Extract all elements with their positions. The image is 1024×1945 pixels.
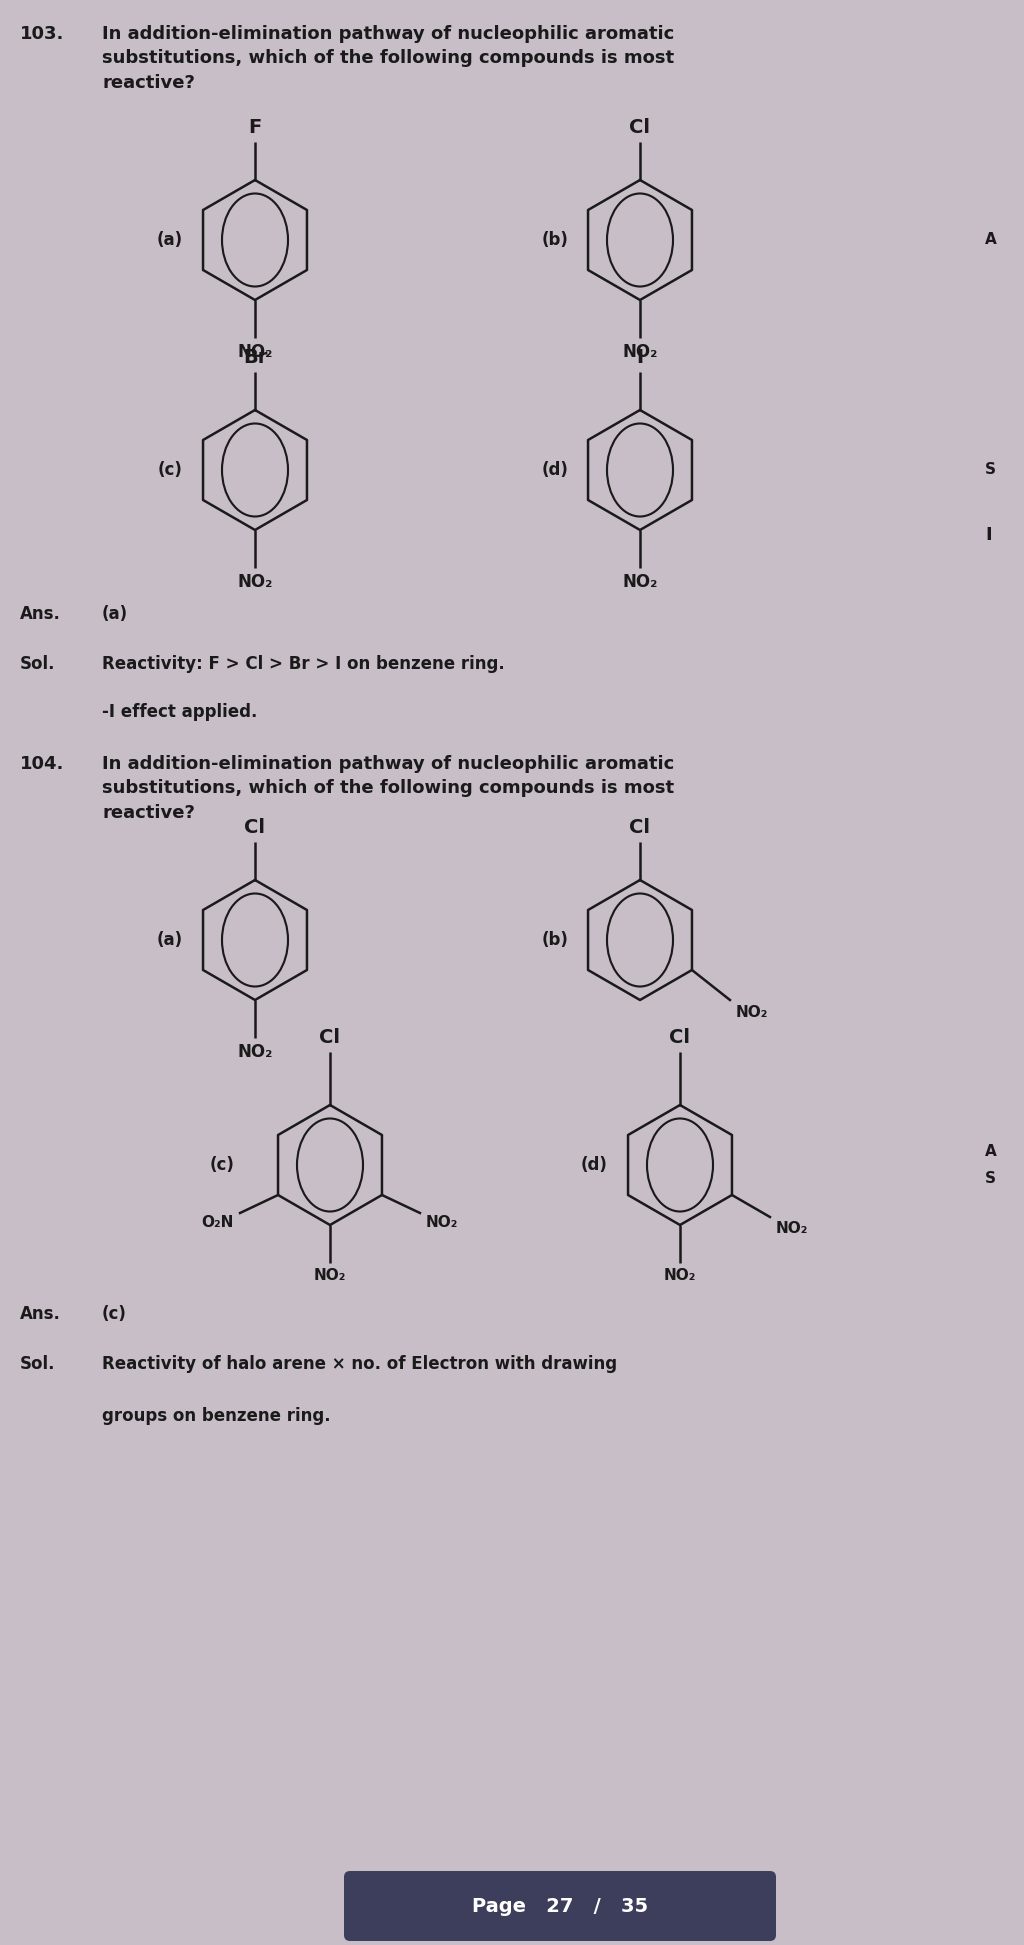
Text: (b): (b): [541, 231, 568, 249]
Text: 103.: 103.: [20, 25, 65, 43]
Text: 104.: 104.: [20, 755, 65, 772]
Text: NO₂: NO₂: [238, 1043, 272, 1062]
Text: Cl: Cl: [245, 819, 265, 836]
Text: groups on benzene ring.: groups on benzene ring.: [102, 1406, 331, 1426]
Text: (c): (c): [158, 461, 183, 478]
Text: NO₂: NO₂: [776, 1221, 808, 1235]
Text: F: F: [249, 119, 261, 136]
Text: NO₂: NO₂: [623, 574, 657, 591]
Text: S: S: [985, 463, 996, 478]
Text: NO₂: NO₂: [426, 1216, 459, 1229]
Text: In addition-elimination pathway of nucleophilic aromatic
substitutions, which of: In addition-elimination pathway of nucle…: [102, 25, 674, 91]
Text: I: I: [637, 348, 643, 368]
Text: A: A: [985, 233, 996, 247]
Text: (c): (c): [210, 1155, 234, 1175]
Text: NO₂: NO₂: [664, 1268, 696, 1284]
Text: Br: Br: [243, 348, 267, 368]
Text: O₂N: O₂N: [202, 1216, 234, 1229]
Text: Sol.: Sol.: [20, 1356, 55, 1373]
Text: NO₂: NO₂: [623, 342, 657, 362]
Text: NO₂: NO₂: [238, 342, 272, 362]
FancyBboxPatch shape: [344, 1871, 776, 1941]
Text: Cl: Cl: [630, 819, 650, 836]
Text: (d): (d): [582, 1155, 608, 1175]
Text: (a): (a): [157, 932, 183, 949]
Text: (c): (c): [102, 1305, 127, 1323]
Text: Reactivity: F > Cl > Br > I on benzene ring.: Reactivity: F > Cl > Br > I on benzene r…: [102, 655, 505, 673]
Text: Ans.: Ans.: [20, 1305, 60, 1323]
Text: NO₂: NO₂: [736, 1006, 768, 1019]
Text: Cl: Cl: [670, 1029, 690, 1046]
Text: Cl: Cl: [630, 119, 650, 136]
Text: (d): (d): [541, 461, 568, 478]
Text: (b): (b): [541, 932, 568, 949]
Text: Sol.: Sol.: [20, 655, 55, 673]
Text: In addition-elimination pathway of nucleophilic aromatic
substitutions, which of: In addition-elimination pathway of nucle…: [102, 755, 674, 821]
Text: (a): (a): [157, 231, 183, 249]
Text: Cl: Cl: [319, 1029, 341, 1046]
Text: -I effect applied.: -I effect applied.: [102, 702, 257, 722]
Text: NO₂: NO₂: [238, 574, 272, 591]
Text: Ans.: Ans.: [20, 605, 60, 622]
Text: NO₂: NO₂: [313, 1268, 346, 1284]
Text: Reactivity of halo arene × no. of Electron with drawing: Reactivity of halo arene × no. of Electr…: [102, 1356, 617, 1373]
Text: (a): (a): [102, 605, 128, 622]
Text: I: I: [985, 525, 991, 545]
Text: Page   27   /   35: Page 27 / 35: [472, 1896, 648, 1916]
Text: A
S: A S: [985, 1144, 996, 1186]
